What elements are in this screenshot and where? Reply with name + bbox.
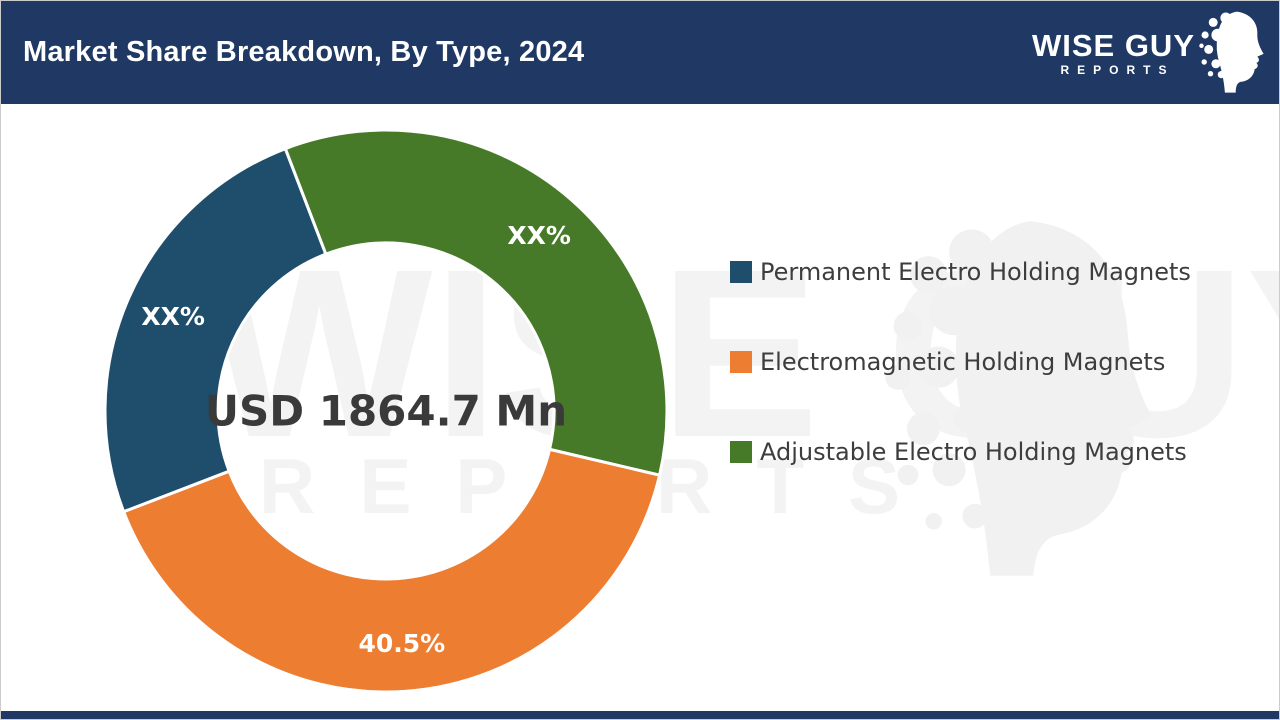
legend-item[interactable]: Adjustable Electro Holding Magnets <box>730 438 1187 466</box>
segment-value-label: XX% <box>507 221 571 250</box>
brand-logo: WISE GUY REPORTS <box>1032 9 1269 97</box>
pie-segment[interactable] <box>283 128 669 477</box>
header-bar: Market Share Breakdown, By Type, 2024 WI… <box>1 1 1279 104</box>
pie-segment[interactable] <box>103 146 328 514</box>
donut-chart: XX% 40.5% XX% USD 1864.7 Mn <box>103 128 669 694</box>
footer-bar <box>1 711 1279 719</box>
segment-value-label: XX% <box>141 302 205 331</box>
segment-value-label: 40.5% <box>358 629 445 658</box>
brand-subname: REPORTS <box>1060 62 1175 77</box>
page-title: Market Share Breakdown, By Type, 2024 <box>23 36 585 68</box>
legend-swatch-icon <box>730 441 752 463</box>
donut-center-label: USD 1864.7 Mn <box>205 387 567 436</box>
legend-item[interactable]: Permanent Electro Holding Magnets <box>730 258 1191 286</box>
legend-swatch-icon <box>730 351 752 373</box>
brand-logo-text: WISE GUY REPORTS <box>1032 30 1195 76</box>
legend-label: Electromagnetic Holding Magnets <box>760 348 1166 376</box>
legend-label: Permanent Electro Holding Magnets <box>760 258 1191 286</box>
legend-swatch-icon <box>730 261 752 283</box>
legend-item[interactable]: Electromagnetic Holding Magnets <box>730 348 1165 376</box>
legend-label: Adjustable Electro Holding Magnets <box>760 438 1187 466</box>
brand-head-icon <box>1199 11 1264 93</box>
brand-name: WISE GUY <box>1031 27 1195 63</box>
pie-segment[interactable] <box>121 447 662 694</box>
